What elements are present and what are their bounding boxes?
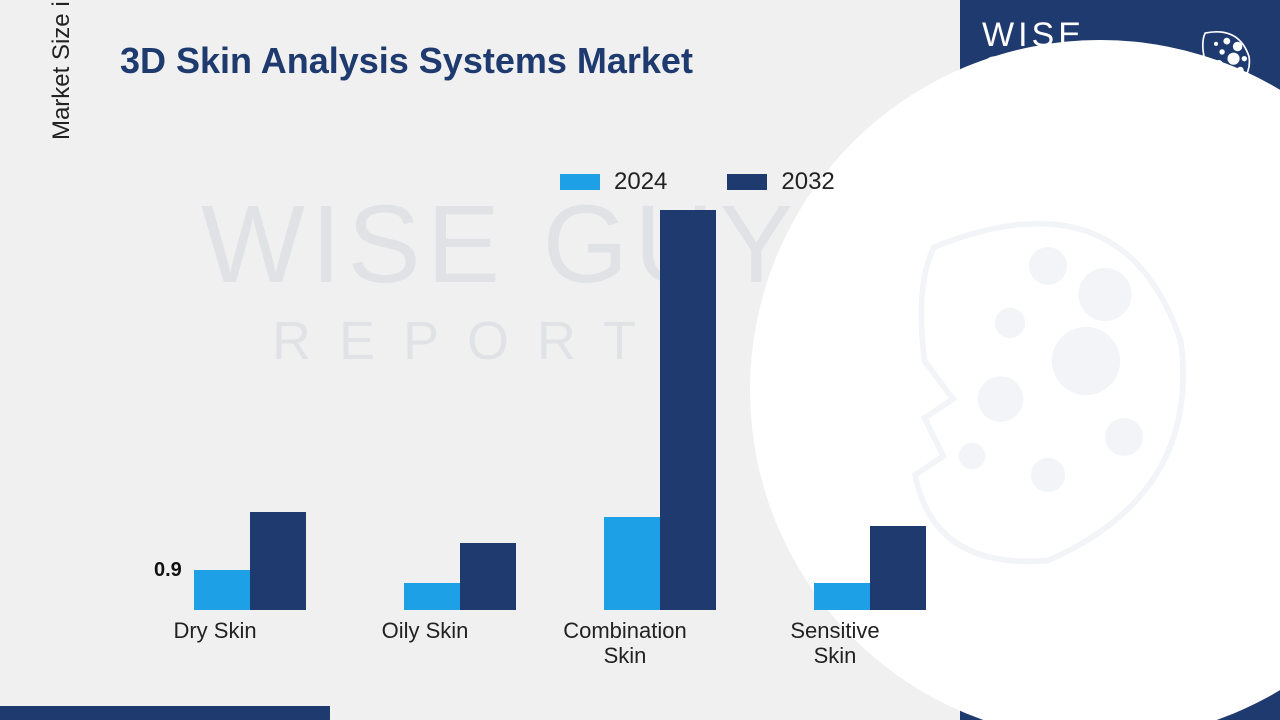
legend-item-2024: 2024 — [560, 168, 667, 196]
y-axis-label: Market Size in USD Billion — [48, 0, 75, 140]
legend-swatch-2032 — [727, 174, 767, 190]
bar-2032 — [660, 210, 716, 610]
bar-2024 — [194, 570, 250, 610]
value-label: 0.9 — [154, 559, 182, 582]
brand-head-icon — [1185, 25, 1252, 95]
brand-sub-text: REPORTS — [982, 88, 1177, 103]
bar-2032 — [460, 543, 516, 610]
bar-group — [370, 543, 550, 610]
category-label: Dry Skin — [125, 618, 305, 643]
bar-group — [570, 210, 750, 610]
category-label: SensitiveSkin — [745, 618, 925, 669]
category-labels: Dry SkinOily SkinCombinationSkinSensitiv… — [130, 610, 950, 670]
bar-2024 — [604, 517, 660, 610]
bar-2032 — [870, 526, 926, 610]
chart-title: 3D Skin Analysis Systems Market — [120, 40, 693, 82]
legend-swatch-2024 — [560, 174, 600, 190]
bar-group — [160, 512, 340, 610]
bar-2032 — [250, 512, 306, 610]
brand-logo: WISE GUY REPORTS — [982, 20, 1252, 100]
bar-2024 — [814, 583, 870, 610]
brand-main-text: WISE GUY — [982, 18, 1177, 86]
legend-item-2032: 2032 — [727, 168, 834, 196]
legend-label-2032: 2032 — [781, 168, 834, 196]
category-label: Oily Skin — [335, 618, 515, 643]
category-label: CombinationSkin — [535, 618, 715, 669]
legend-label-2024: 2024 — [614, 168, 667, 196]
plot-area: 0.9 — [130, 210, 950, 610]
bar-2024 — [404, 583, 460, 610]
chart-canvas: 3D Skin Analysis Systems Market WISE GUY… — [0, 0, 1280, 720]
bottom-accent-strip — [0, 706, 330, 720]
chart-legend: 2024 2032 — [560, 168, 835, 196]
y-axis-label-wrap: Market Size in USD Billion — [48, 0, 78, 200]
bar-group — [780, 526, 960, 610]
